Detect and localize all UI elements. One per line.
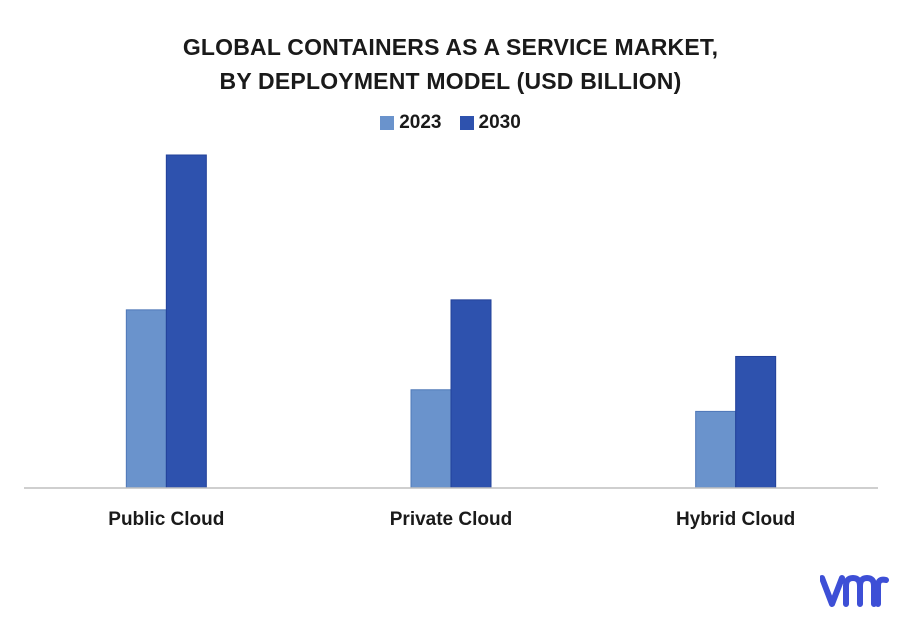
legend-item-2023: 2023 xyxy=(380,112,442,134)
bar-hybrid-cloud-2030 xyxy=(735,355,777,489)
legend-swatch-2030 xyxy=(459,116,474,130)
x-tick-label: Private Cloud xyxy=(390,509,512,530)
legend-item-2030: 2030 xyxy=(459,112,521,134)
x-tick-label: Hybrid Cloud xyxy=(676,509,795,530)
bar-hybrid-cloud-2023 xyxy=(695,410,737,489)
bar-public-cloud-2030 xyxy=(165,154,207,489)
bar-public-cloud-2023 xyxy=(125,309,167,489)
x-tick-label: Public Cloud xyxy=(108,509,224,530)
bar-private-cloud-2030 xyxy=(450,299,492,489)
chart-title-line-2: BY DEPLOYMENT MODEL (USD BILLION) xyxy=(219,68,682,94)
vmr-logo-icon xyxy=(820,575,889,607)
bar-private-cloud-2023 xyxy=(410,389,452,489)
legend-swatch-2023 xyxy=(380,116,395,130)
chart-title-line-1: GLOBAL CONTAINERS AS A SERVICE MARKET, xyxy=(182,34,719,60)
chart-title: GLOBAL CONTAINERS AS A SERVICE MARKET, B… xyxy=(0,30,901,98)
legend-label-2030: 2030 xyxy=(478,112,521,133)
legend-label-2023: 2023 xyxy=(399,112,442,133)
chart-legend: 2023 2030 xyxy=(0,112,901,134)
